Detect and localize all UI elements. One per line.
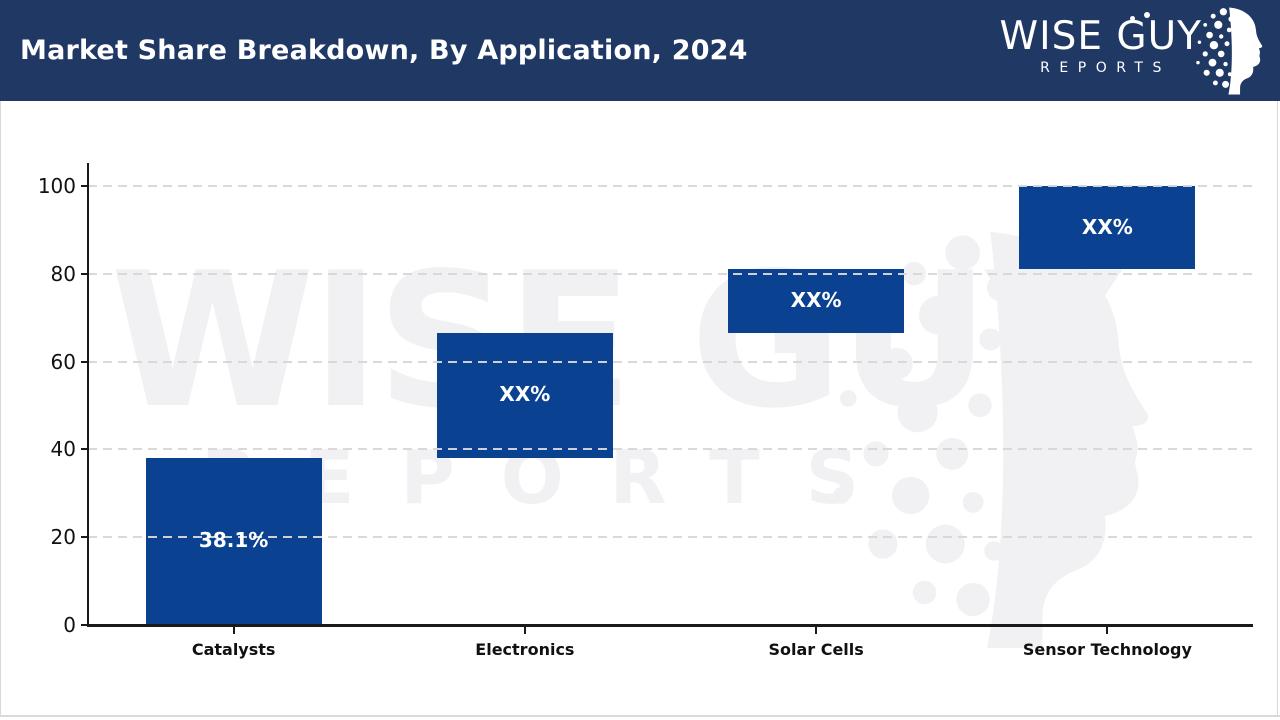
gridline-80	[88, 272, 1253, 275]
bar-value-label: 38.1%	[198, 528, 269, 553]
dotted-head-icon	[1196, 7, 1263, 95]
y-tick-label-60: 60	[50, 349, 76, 374]
y-tick-label-20: 20	[50, 525, 76, 550]
x-category-label: Sensor Technology	[1022, 640, 1192, 659]
gridline-20	[88, 536, 1253, 539]
x-tick-1	[523, 627, 526, 634]
logo-wordmark: WISE GUY	[999, 14, 1202, 59]
x-axis-line	[87, 624, 1253, 627]
page-title: Market Share Breakdown, By Application, …	[20, 35, 748, 66]
y-tick-100	[81, 185, 88, 187]
y-tick-80	[81, 272, 88, 275]
logo-text: WISE GUY REPORTS	[999, 14, 1202, 77]
x-category-label: Catalysts	[191, 640, 276, 659]
y-tick-40	[81, 448, 88, 451]
y-tick-label-80: 80	[50, 261, 76, 286]
bar-catalysts	[145, 457, 322, 625]
x-tick-3	[1106, 627, 1109, 634]
header-bar: Market Share Breakdown, By Application, …	[0, 0, 1280, 101]
y-tick-label-0: 0	[63, 613, 76, 637]
bar-electronics	[436, 333, 613, 458]
y-axis-line	[87, 163, 89, 627]
y-tick-60	[81, 360, 88, 363]
x-tick-2	[815, 627, 818, 634]
logo-accent-dots	[1128, 12, 1158, 24]
y-tick-20	[81, 536, 88, 539]
bar-value-label: XX%	[1081, 214, 1133, 239]
x-category-label: Electronics	[475, 640, 575, 659]
gridline-60	[88, 360, 1253, 363]
y-tick-label-40: 40	[50, 437, 76, 462]
gridline-100	[88, 185, 1253, 187]
bar-value-label: XX%	[499, 382, 551, 407]
gridline-40	[88, 448, 1253, 451]
y-tick-0	[81, 624, 88, 626]
x-category-label: Solar Cells	[768, 640, 864, 659]
bottom-border	[0, 715, 1280, 717]
y-tick-label-100: 100	[37, 174, 76, 198]
wiseguy-logo: WISE GUY REPORTS	[1000, 0, 1270, 101]
logo-subtitle: REPORTS	[1040, 60, 1171, 76]
bar-value-label: XX%	[790, 288, 842, 313]
x-tick-0	[232, 627, 235, 634]
